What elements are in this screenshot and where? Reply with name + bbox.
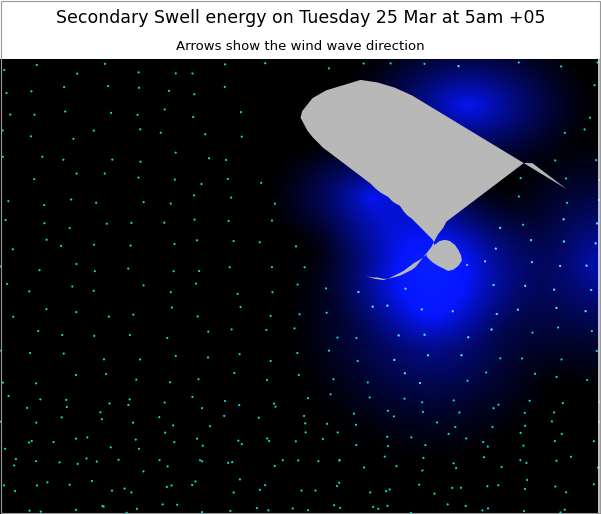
Polygon shape (300, 80, 567, 280)
Text: Arrows show the wind wave direction: Arrows show the wind wave direction (176, 40, 425, 52)
Polygon shape (427, 240, 462, 271)
Text: Secondary Swell energy on Tuesday 25 Mar at 5am +05: Secondary Swell energy on Tuesday 25 Mar… (56, 9, 545, 27)
